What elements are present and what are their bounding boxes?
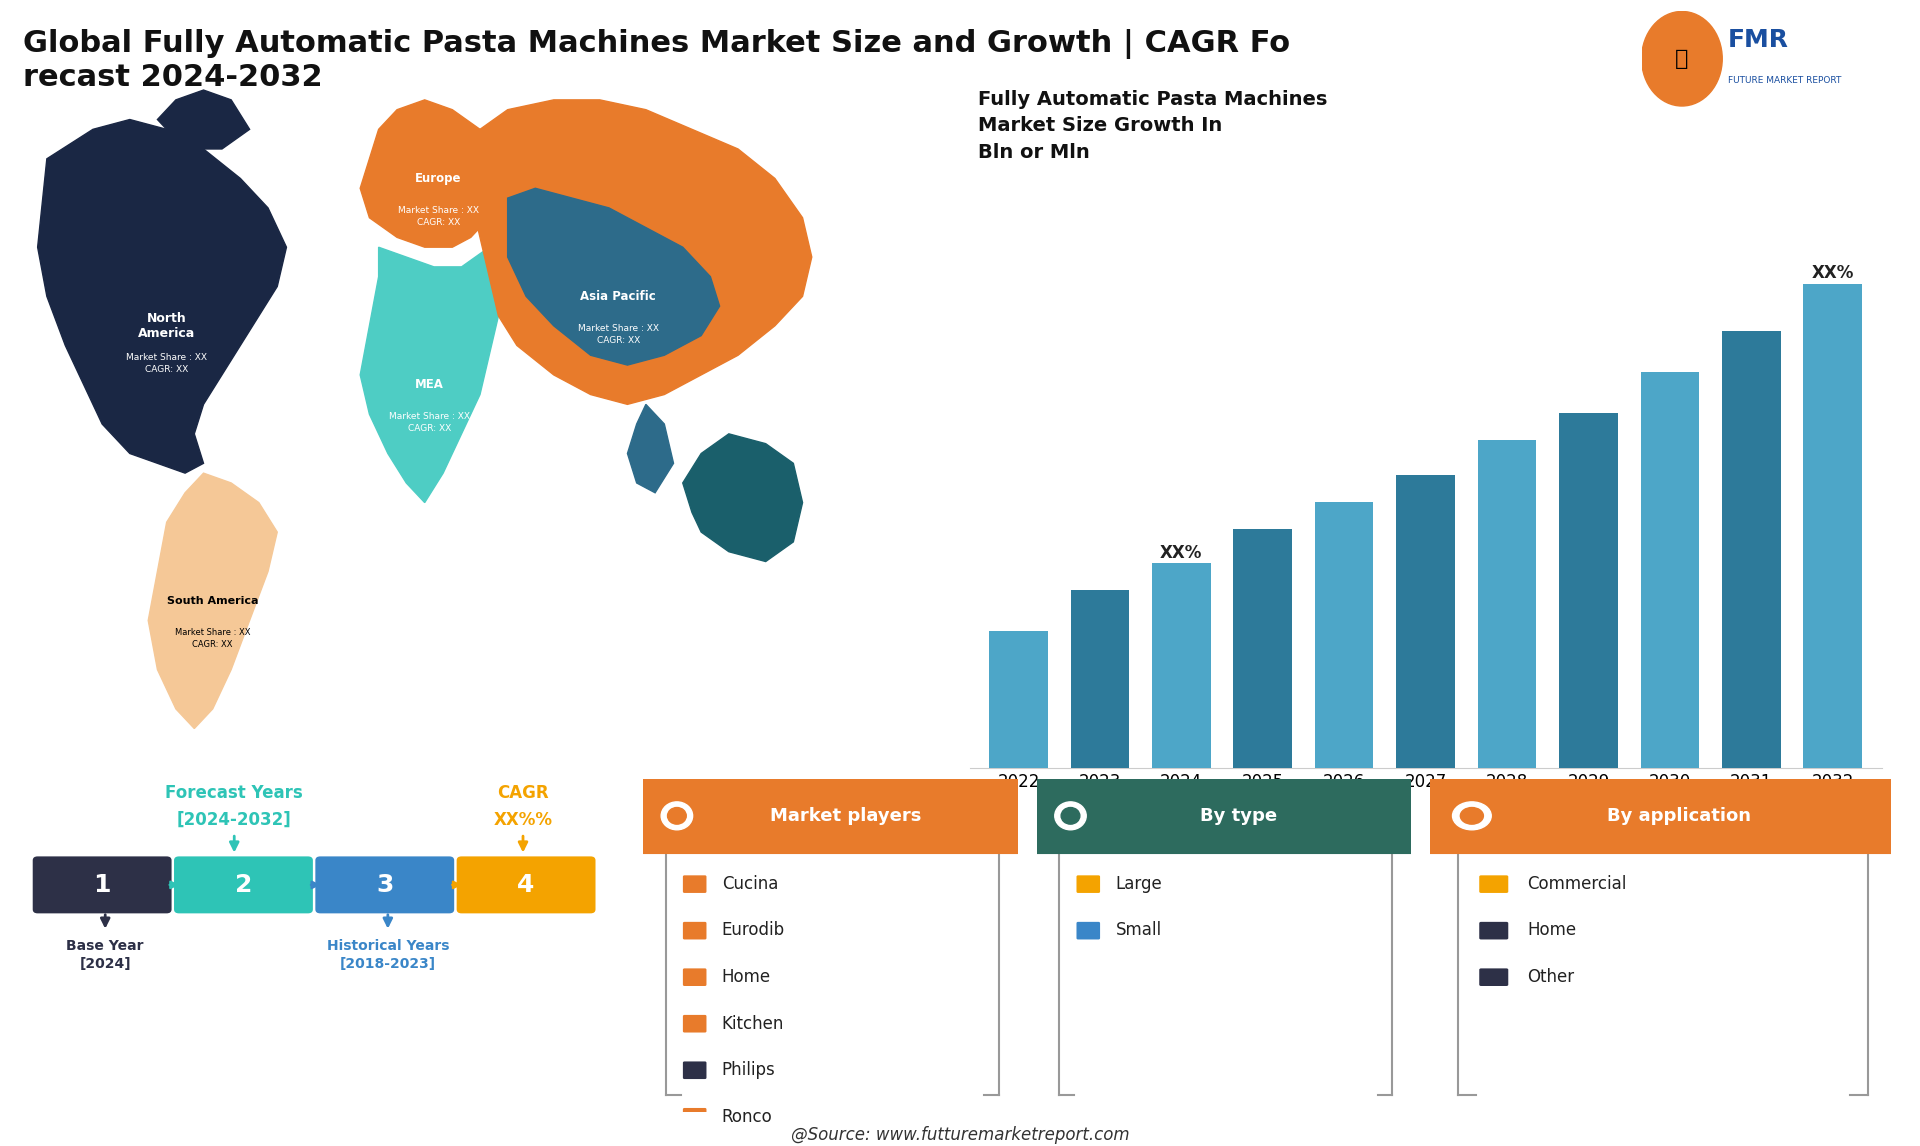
FancyBboxPatch shape <box>684 1061 707 1080</box>
Text: 3: 3 <box>376 873 394 897</box>
FancyBboxPatch shape <box>634 778 1027 854</box>
Text: 🔊: 🔊 <box>1676 49 1688 69</box>
Polygon shape <box>148 473 276 729</box>
FancyBboxPatch shape <box>1478 968 1509 986</box>
Text: Eurodib: Eurodib <box>722 921 785 940</box>
Text: Small: Small <box>1116 921 1162 940</box>
Text: Market players: Market players <box>770 807 922 825</box>
Text: FUTURE MARKET REPORT: FUTURE MARKET REPORT <box>1728 77 1841 85</box>
Circle shape <box>1453 802 1492 830</box>
Text: Market Share : XX
CAGR: XX: Market Share : XX CAGR: XX <box>175 628 250 649</box>
Text: Home: Home <box>1526 921 1576 940</box>
Bar <box>1396 474 1455 768</box>
Text: Other: Other <box>1526 968 1574 986</box>
Text: Market Share : XX
CAGR: XX: Market Share : XX CAGR: XX <box>397 206 478 227</box>
FancyBboxPatch shape <box>684 921 707 940</box>
Text: Philips: Philips <box>722 1061 776 1080</box>
Text: Ronco: Ronco <box>722 1107 772 1125</box>
FancyBboxPatch shape <box>1077 921 1100 940</box>
Polygon shape <box>684 434 803 562</box>
Text: XX%: XX% <box>1160 543 1202 562</box>
Bar <box>1315 502 1373 768</box>
FancyBboxPatch shape <box>457 856 595 913</box>
Text: 4: 4 <box>516 873 536 897</box>
FancyBboxPatch shape <box>684 1015 707 1033</box>
FancyBboxPatch shape <box>1027 778 1421 854</box>
Text: 1: 1 <box>94 873 111 897</box>
Bar <box>1071 590 1129 768</box>
Text: Base Year
[2024]: Base Year [2024] <box>67 939 144 972</box>
Circle shape <box>1461 808 1484 824</box>
FancyBboxPatch shape <box>1077 876 1100 893</box>
Polygon shape <box>470 100 812 405</box>
Text: XX%%: XX%% <box>493 811 553 830</box>
Text: FMR: FMR <box>1728 28 1789 52</box>
Circle shape <box>660 802 693 830</box>
Polygon shape <box>507 188 720 366</box>
Text: Fully Automatic Pasta Machines
Market Size Growth In
Bln or Mln: Fully Automatic Pasta Machines Market Si… <box>977 89 1327 162</box>
Polygon shape <box>361 248 499 503</box>
Bar <box>1640 372 1699 768</box>
FancyBboxPatch shape <box>315 856 455 913</box>
Bar <box>1152 563 1212 768</box>
Text: Cucina: Cucina <box>722 874 778 893</box>
Circle shape <box>1062 808 1079 824</box>
FancyBboxPatch shape <box>684 968 707 986</box>
FancyBboxPatch shape <box>1478 876 1509 893</box>
Text: By application: By application <box>1607 807 1751 825</box>
Text: 2: 2 <box>234 873 252 897</box>
Circle shape <box>1642 11 1722 107</box>
Text: MEA: MEA <box>415 378 444 391</box>
Bar <box>1559 414 1619 768</box>
Bar <box>1803 283 1862 768</box>
Text: Market Share : XX
CAGR: XX: Market Share : XX CAGR: XX <box>127 353 207 374</box>
Text: @Source: www.futturemarketreport.com: @Source: www.futturemarketreport.com <box>791 1127 1129 1144</box>
FancyBboxPatch shape <box>1419 778 1903 854</box>
Bar <box>1478 440 1536 768</box>
Text: South America: South America <box>167 596 259 606</box>
Text: North
America: North America <box>138 312 196 340</box>
Polygon shape <box>157 91 250 149</box>
Text: Large: Large <box>1116 874 1162 893</box>
Text: Market Share : XX
CAGR: XX: Market Share : XX CAGR: XX <box>390 413 470 433</box>
Text: Home: Home <box>722 968 772 986</box>
Circle shape <box>1054 802 1087 830</box>
Text: Asia Pacific: Asia Pacific <box>580 290 657 303</box>
Bar <box>989 631 1048 768</box>
Text: XX%: XX% <box>1812 264 1855 282</box>
FancyBboxPatch shape <box>1478 921 1509 940</box>
Text: [2024-2032]: [2024-2032] <box>177 811 292 830</box>
FancyBboxPatch shape <box>33 856 171 913</box>
FancyBboxPatch shape <box>175 856 313 913</box>
Text: By type: By type <box>1200 807 1277 825</box>
Polygon shape <box>628 405 674 493</box>
Text: Historical Years
[2018-2023]: Historical Years [2018-2023] <box>326 939 449 972</box>
Polygon shape <box>361 100 507 248</box>
Bar <box>1233 529 1292 768</box>
Text: CAGR: CAGR <box>497 784 549 802</box>
FancyBboxPatch shape <box>684 1108 707 1125</box>
Text: Global Fully Automatic Pasta Machines Market Size and Growth | CAGR Fo
recast 20: Global Fully Automatic Pasta Machines Ma… <box>23 29 1290 92</box>
Text: Kitchen: Kitchen <box>722 1014 783 1033</box>
Text: Commercial: Commercial <box>1526 874 1626 893</box>
FancyBboxPatch shape <box>684 876 707 893</box>
Text: Europe: Europe <box>415 172 463 185</box>
Bar <box>1722 331 1780 768</box>
Circle shape <box>668 808 685 824</box>
Polygon shape <box>38 119 286 473</box>
Text: Market Share : XX
CAGR: XX: Market Share : XX CAGR: XX <box>578 324 659 345</box>
Text: Forecast Years: Forecast Years <box>165 784 303 802</box>
